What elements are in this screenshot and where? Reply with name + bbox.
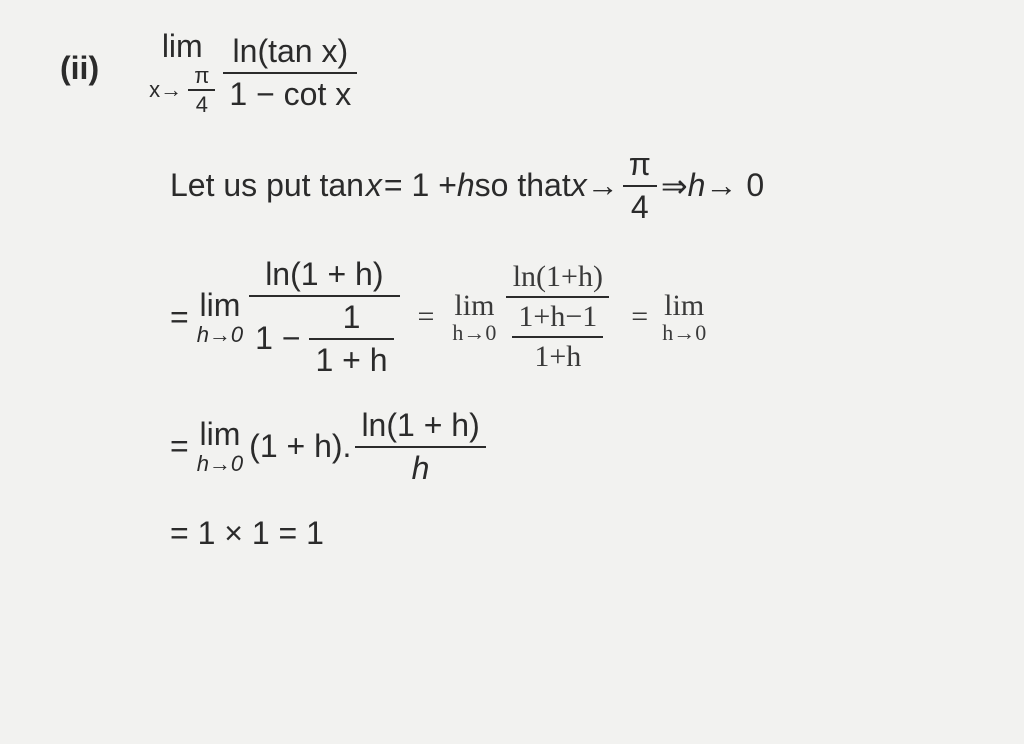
line-5: = 1 × 1 = 1 xyxy=(170,515,984,552)
line-2: Let us put tan x = 1 + h so that x → π 4… xyxy=(170,146,984,226)
frac3a: ln(1 + h) 1 − 1 1 + h xyxy=(249,256,399,379)
hand-frac-den-den: 1+h xyxy=(512,336,603,374)
let-h2: h xyxy=(688,167,706,204)
frac1-num: ln(tan x) xyxy=(223,33,357,72)
lim-text: lim xyxy=(149,30,215,64)
hand-eq2: = xyxy=(631,300,648,334)
frac4-num: ln(1 + h) xyxy=(355,407,485,446)
frac3a-inner-den: 1 + h xyxy=(309,338,393,379)
let-so: so that xyxy=(475,167,571,204)
lim3-sub: h→0 xyxy=(197,323,243,346)
lim-sub-4: 4 xyxy=(188,89,215,116)
frac4-den: h xyxy=(355,446,485,487)
let-imp: ⇒ xyxy=(661,167,688,205)
hand-lim-text: lim xyxy=(452,290,496,322)
frac3a-den-left: 1 − xyxy=(255,320,300,357)
lim-sub-frac: π 4 xyxy=(188,64,215,116)
page-root: (ii) lim x→ π 4 ln(tan x) 1 − cot x Let … xyxy=(0,0,1024,744)
result: = 1 × 1 = 1 xyxy=(170,515,324,552)
problem-label: (ii) xyxy=(60,30,99,87)
frac4: ln(1 + h) h xyxy=(355,407,485,487)
hand-frac: ln(1+h) 1+h−1 1+h xyxy=(506,260,609,374)
line-3: = lim h→0 ln(1 + h) 1 − 1 1 + h = lim h→… xyxy=(170,256,984,379)
frac3a-inner-num: 1 xyxy=(309,299,393,338)
frac3a-den: 1 − 1 1 + h xyxy=(249,295,399,379)
lim4: lim h→0 xyxy=(197,418,243,475)
hand-frac-den: 1+h−1 1+h xyxy=(506,296,609,374)
frac3a-num: ln(1 + h) xyxy=(249,256,399,295)
hand-lim: lim h→0 xyxy=(452,290,496,345)
pi-over-4: π 4 xyxy=(623,146,657,226)
frac3a-inner: 1 1 + h xyxy=(309,299,393,379)
lim3: lim h→0 xyxy=(197,289,243,346)
let-to0: → 0 xyxy=(705,167,764,204)
line-4: = lim h→0 (1 + h). ln(1 + h) h xyxy=(170,407,984,487)
frac1-den: 1 − cot x xyxy=(223,72,357,113)
main-frac-1: ln(tan x) 1 − cot x xyxy=(223,33,357,113)
lim-sub-xarrow: x→ xyxy=(149,78,182,101)
four: 4 xyxy=(623,185,657,226)
hand-frac-num: ln(1+h) xyxy=(506,260,609,296)
lim-sub: x→ π 4 xyxy=(149,64,215,116)
hand-lim2-sub: h→0 xyxy=(662,321,706,344)
let-eq: = 1 + xyxy=(384,167,457,204)
lim3-text: lim xyxy=(197,289,243,323)
eq4: = xyxy=(170,428,189,465)
factor4: (1 + h). xyxy=(249,428,351,465)
let-arrow1: → xyxy=(587,167,619,204)
lim-sub-pi: π xyxy=(188,64,215,89)
pi: π xyxy=(623,146,657,185)
lim4-sub: h→0 xyxy=(197,452,243,475)
hand-frac-den-inner: 1+h−1 1+h xyxy=(512,300,603,374)
line-1: (ii) lim x→ π 4 ln(tan x) 1 − cot x xyxy=(60,30,984,116)
let-x1: x xyxy=(366,167,382,204)
hand-lim2-text: lim xyxy=(662,290,706,322)
lim4-text: lim xyxy=(197,418,243,452)
hand-lim-sub: h→0 xyxy=(452,321,496,344)
hand-lim2: lim h→0 xyxy=(662,290,706,345)
limit-1: lim x→ π 4 xyxy=(149,30,215,116)
hand-eq1: = xyxy=(418,300,435,334)
eq3: = xyxy=(170,299,189,336)
hand-frac-den-num: 1+h−1 xyxy=(512,300,603,336)
let-h1: h xyxy=(457,167,475,204)
let-x2: x xyxy=(571,167,587,204)
let-text-1: Let us put tan xyxy=(170,167,364,204)
